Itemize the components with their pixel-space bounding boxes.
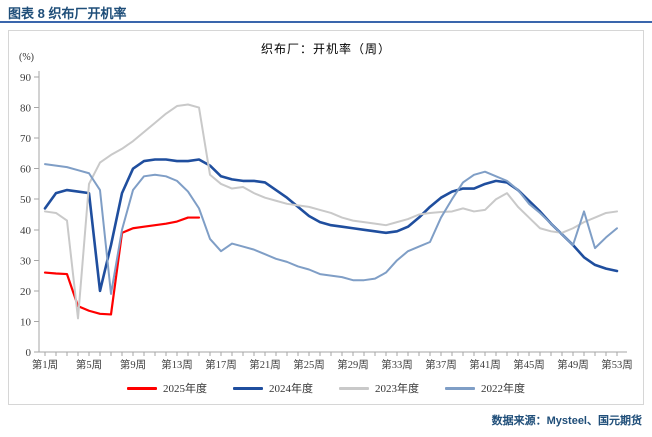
y-axis-tick-label: 10 <box>20 316 32 328</box>
legend-label: 2024年度 <box>269 383 313 395</box>
legend-label: 2022年度 <box>481 383 525 395</box>
x-axis-tick-label: 第37周 <box>425 358 457 371</box>
x-axis-tick-label: 第33周 <box>381 358 413 371</box>
legend-swatch <box>127 386 157 390</box>
x-axis-tick-label: 第41周 <box>469 358 501 371</box>
y-axis-tick-label: 80 <box>20 103 32 115</box>
x-axis-tick-label: 第21周 <box>249 358 281 371</box>
x-axis-tick-label: 第17周 <box>205 358 237 371</box>
x-axis-tick-label: 第1周 <box>32 358 58 371</box>
chart-legend: 2025年度 2024年度 2023年度 2022年度 <box>9 380 643 396</box>
legend-swatch <box>339 386 369 390</box>
legend-item-2023年度: 2023年度 <box>339 380 419 396</box>
line-chart: 0 10 20 30 40 50 60 70 80 90 第1周 第5周 第9周 第13周 第17周 第21周… <box>20 71 633 371</box>
y-axis-unit-label: (%) <box>19 52 34 63</box>
legend-label: 2023年度 <box>375 383 419 395</box>
series-line-2023年度 <box>44 103 618 320</box>
legend-swatch <box>233 386 263 390</box>
y-axis-tick-label: 0 <box>26 347 32 359</box>
series-line-2024年度 <box>43 158 619 293</box>
x-axis-tick-label: 第9周 <box>120 358 146 371</box>
y-axis-tick-label: 50 <box>20 194 32 206</box>
x-axis-tick-label: 第13周 <box>161 358 193 371</box>
x-axis-tick-label: 第53周 <box>601 358 633 371</box>
x-axis-tick-label: 第29周 <box>337 358 369 371</box>
x-axis-tick-label: 第25周 <box>293 358 325 371</box>
x-axis-tick-label: 第5周 <box>76 358 102 371</box>
y-axis-tick-label: 60 <box>20 164 32 176</box>
y-axis-tick-label: 40 <box>20 225 32 237</box>
legend-item-2022年度: 2022年度 <box>445 380 525 396</box>
y-axis-tick-label: 70 <box>20 133 32 145</box>
chart-title: 织布厂：开机率（周） <box>260 42 391 56</box>
x-axis-tick-label: 第49周 <box>557 358 589 371</box>
y-axis-tick-label: 20 <box>20 286 32 298</box>
chart-panel: 0 10 20 30 40 50 60 70 80 90 第1周 第5周 第9周 第13周 第17周 第21周… <box>8 30 644 405</box>
x-axis-tick-label: 第45周 <box>513 358 545 371</box>
legend-item-2024年度: 2024年度 <box>233 380 313 396</box>
figure-title: 图表 8 织布厂开机率 <box>8 6 127 21</box>
legend-item-2025年度: 2025年度 <box>127 380 207 396</box>
data-source: 数据来源：Mysteel、国元期货 <box>491 415 642 427</box>
series-line-2022年度 <box>44 163 618 295</box>
y-axis-tick-label: 90 <box>20 72 32 84</box>
legend-swatch <box>445 386 475 390</box>
y-axis-tick-label: 30 <box>20 255 32 267</box>
title-divider <box>0 21 652 23</box>
legend-label: 2025年度 <box>163 383 207 395</box>
